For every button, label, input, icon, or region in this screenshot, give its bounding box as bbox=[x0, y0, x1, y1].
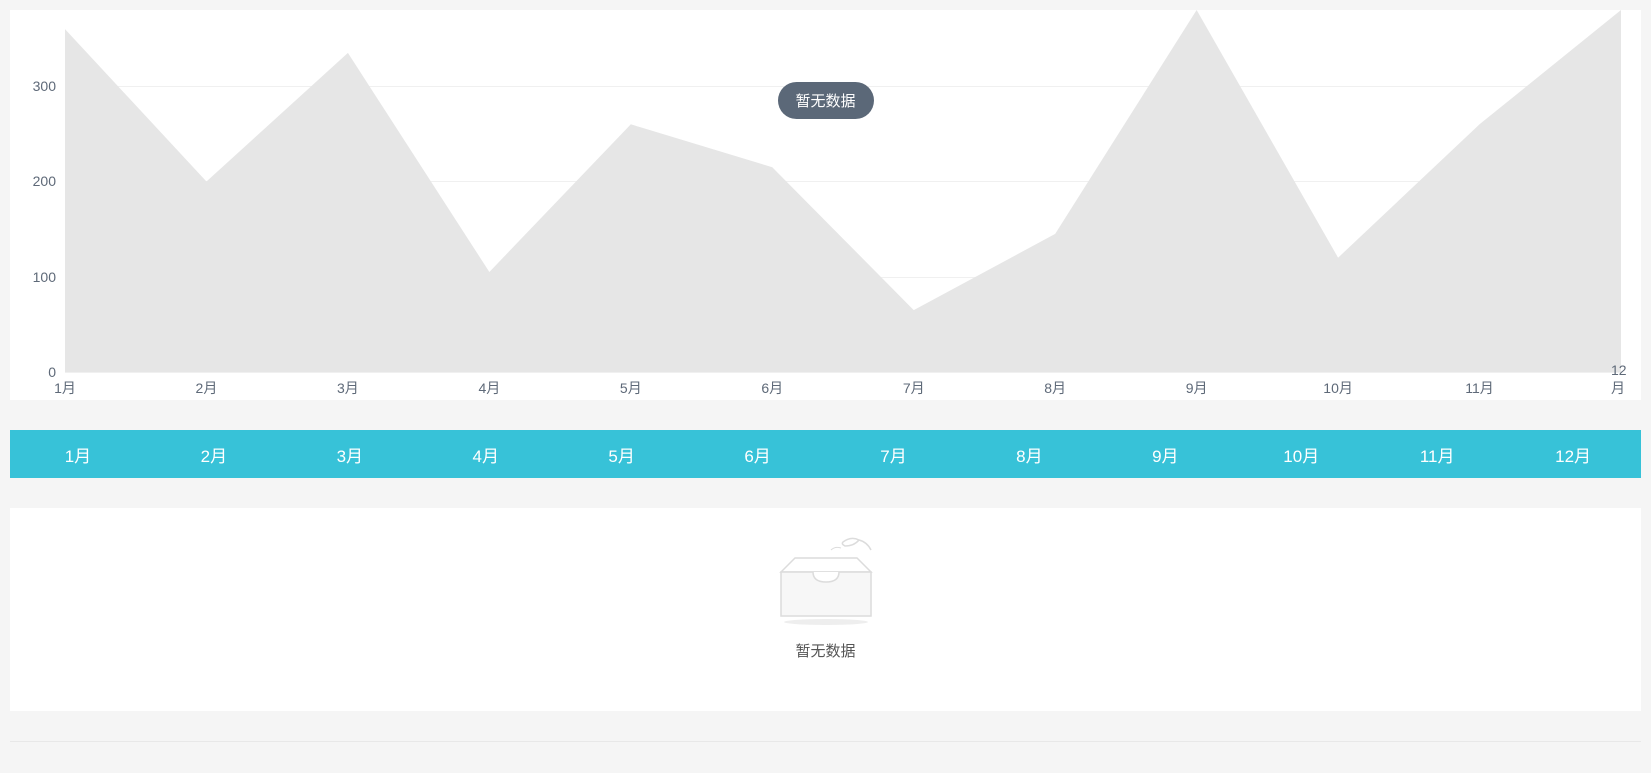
y-tick-label: 200 bbox=[33, 173, 56, 189]
month-tab-7[interactable]: 7月 bbox=[826, 442, 962, 467]
x-tick-label: 7月 bbox=[903, 378, 925, 398]
area-chart-panel: 0100200300 1月2月3月4月5月6月7月8月9月10月11月12月 暂… bbox=[10, 10, 1641, 400]
month-tab-9[interactable]: 9月 bbox=[1097, 442, 1233, 467]
x-tick-label: 3月 bbox=[337, 378, 359, 398]
x-tick-label: 5月 bbox=[620, 378, 642, 398]
month-tab-2[interactable]: 2月 bbox=[146, 442, 282, 467]
empty-state: 暂无数据 bbox=[10, 508, 1641, 711]
x-tick-label: 1月 bbox=[54, 378, 76, 398]
month-tab-5[interactable]: 5月 bbox=[554, 442, 690, 467]
x-tick-label: 8月 bbox=[1044, 378, 1066, 398]
month-tab-4[interactable]: 4月 bbox=[418, 442, 554, 467]
empty-state-text: 暂无数据 bbox=[795, 640, 855, 661]
empty-box-icon bbox=[771, 528, 881, 628]
x-tick-label: 10月 bbox=[1323, 378, 1353, 398]
x-tick-label: 2月 bbox=[196, 378, 218, 398]
month-tab-1[interactable]: 1月 bbox=[10, 442, 146, 467]
chart-plot-area: 0100200300 1月2月3月4月5月6月7月8月9月10月11月12月 暂… bbox=[10, 10, 1641, 400]
x-tick-label: 6月 bbox=[761, 378, 783, 398]
month-tab-11[interactable]: 11月 bbox=[1369, 442, 1505, 467]
area-series bbox=[65, 10, 1621, 372]
month-tab-bar: 1月2月3月4月5月6月7月8月9月10月11月12月 bbox=[10, 430, 1641, 478]
month-tab-6[interactable]: 6月 bbox=[690, 442, 826, 467]
gridline bbox=[65, 372, 1621, 373]
x-tick-label: 9月 bbox=[1186, 378, 1208, 398]
month-tab-8[interactable]: 8月 bbox=[961, 442, 1097, 467]
x-tick-label: 12月 bbox=[1611, 362, 1631, 398]
chart-tooltip-text: 暂无数据 bbox=[795, 93, 855, 110]
divider bbox=[10, 741, 1641, 742]
month-tab-3[interactable]: 3月 bbox=[282, 442, 418, 467]
chart-tooltip: 暂无数据 bbox=[777, 82, 873, 119]
y-tick-label: 100 bbox=[33, 269, 56, 285]
month-tab-12[interactable]: 12月 bbox=[1505, 442, 1641, 467]
x-tick-label: 11月 bbox=[1465, 378, 1494, 398]
x-tick-label: 4月 bbox=[478, 378, 500, 398]
y-tick-label: 300 bbox=[33, 78, 56, 94]
month-tab-10[interactable]: 10月 bbox=[1233, 442, 1369, 467]
